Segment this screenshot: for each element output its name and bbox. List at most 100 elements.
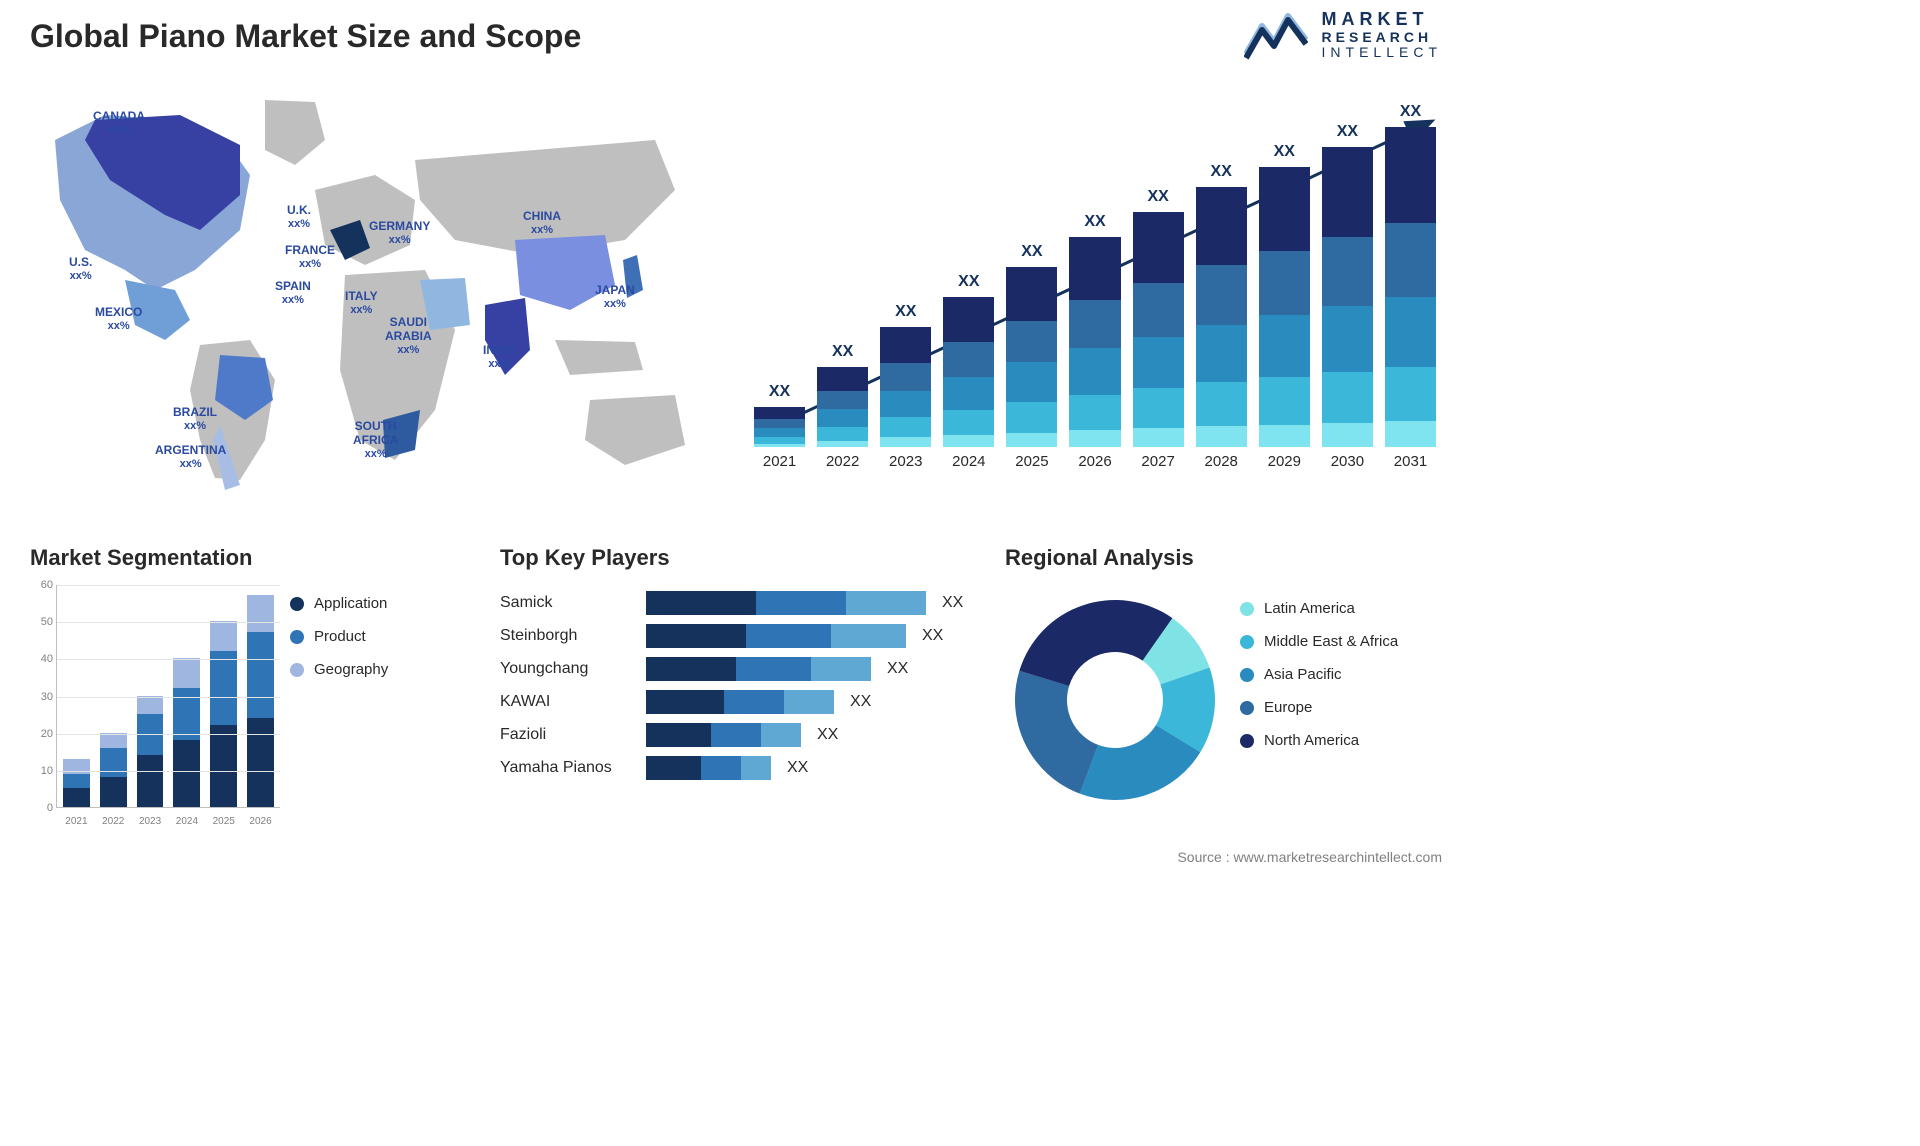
- region-legend-item: Asia Pacific: [1240, 666, 1398, 683]
- seg-xlabel: 2025: [210, 816, 237, 827]
- mainbar-seg: [1385, 127, 1436, 223]
- seg-legend-item: Product: [290, 628, 388, 645]
- mainbar-seg: [817, 409, 868, 427]
- mainbar-seg: [1133, 388, 1184, 428]
- player-name: Steinborgh: [500, 627, 630, 645]
- mainbar-seg: [1133, 337, 1184, 389]
- regional-title: Regional Analysis: [1005, 545, 1455, 571]
- seg-ytick: 50: [31, 616, 53, 628]
- mainbar-xlabel: 2024: [952, 453, 985, 470]
- player-value: XX: [942, 594, 963, 612]
- mainbar-value-label: XX: [1385, 103, 1436, 121]
- mainbar-seg: [1006, 267, 1057, 321]
- seg-legend-item: Application: [290, 595, 388, 612]
- legend-dot-icon: [290, 663, 304, 677]
- mainbar-seg: [1069, 348, 1120, 394]
- map-label-canada: CANADAxx%: [93, 110, 145, 136]
- regional-analysis-section: Regional Analysis: [1005, 545, 1455, 571]
- seg-col-2023: 2023: [137, 696, 164, 807]
- player-bar: [646, 657, 871, 681]
- mainbar-seg: [1069, 237, 1120, 300]
- legend-dot-icon: [1240, 602, 1254, 616]
- mainbar-seg: [1385, 421, 1436, 447]
- mainbar-seg: [1259, 251, 1310, 315]
- mainbar-seg: [1196, 187, 1247, 265]
- map-label-italy: ITALYxx%: [345, 290, 378, 316]
- mainbar-xlabel: 2031: [1394, 453, 1427, 470]
- map-label-south-africa: SOUTHAFRICAxx%: [353, 420, 398, 460]
- mainbar-seg: [880, 391, 931, 417]
- mainbar-xlabel: 2027: [1141, 453, 1174, 470]
- map-label-france: FRANCExx%: [285, 244, 335, 270]
- player-value: XX: [850, 693, 871, 711]
- key-players-section: Top Key Players SamickXXSteinborghXXYoun…: [500, 545, 970, 780]
- mainbar-seg: [1006, 362, 1057, 402]
- mainbar-xlabel: 2026: [1078, 453, 1111, 470]
- mainbar-xlabel: 2025: [1015, 453, 1048, 470]
- legend-label: Middle East & Africa: [1264, 633, 1398, 650]
- mainbar-value-label: XX: [754, 383, 805, 401]
- player-bar: [646, 723, 801, 747]
- seg-ytick: 20: [31, 728, 53, 740]
- mainbar-xlabel: 2030: [1331, 453, 1364, 470]
- mainbar-col-2025: XX2025: [1006, 267, 1057, 470]
- brand-line1: MARKET: [1322, 10, 1442, 30]
- player-bar: [646, 690, 834, 714]
- mainbar-seg: [754, 444, 805, 447]
- legend-dot-icon: [1240, 668, 1254, 682]
- mainbar-col-2024: XX2024: [943, 297, 994, 470]
- map-label-saudi-arabia: SAUDIARABIAxx%: [385, 316, 432, 356]
- regional-legend: Latin AmericaMiddle East & AfricaAsia Pa…: [1240, 600, 1398, 749]
- regional-donut-chart: [1005, 590, 1225, 810]
- player-row: Yamaha PianosXX: [500, 756, 970, 780]
- seg-xlabel: 2024: [173, 816, 200, 827]
- legend-label: Application: [314, 595, 387, 612]
- legend-dot-icon: [290, 630, 304, 644]
- mainbar-seg: [1006, 321, 1057, 362]
- mainbar-seg: [817, 441, 868, 447]
- mainbar-seg: [1322, 423, 1373, 447]
- legend-label: Geography: [314, 661, 388, 678]
- mainbar-seg: [943, 435, 994, 447]
- player-value: XX: [887, 660, 908, 678]
- player-name: Samick: [500, 594, 630, 612]
- legend-dot-icon: [1240, 635, 1254, 649]
- segmentation-legend: Application Product Geography: [290, 595, 388, 678]
- donut-slice: [1015, 671, 1098, 794]
- player-value: XX: [817, 726, 838, 744]
- mainbar-seg: [880, 327, 931, 363]
- market-segmentation-section: Market Segmentation 20212022202320242025…: [30, 545, 440, 830]
- seg-col-2025: 2025: [210, 621, 237, 807]
- map-label-spain: SPAINxx%: [275, 280, 311, 306]
- mainbar-seg: [1069, 430, 1120, 447]
- map-label-mexico: MEXICOxx%: [95, 306, 142, 332]
- mainbar-value-label: XX: [1196, 163, 1247, 181]
- mainbar-seg: [1322, 237, 1373, 306]
- mainbar-col-2027: XX2027: [1133, 212, 1184, 470]
- map-label-china: CHINAxx%: [523, 210, 561, 236]
- mainbar-seg: [880, 363, 931, 391]
- seg-col-2026: 2026: [247, 595, 274, 807]
- region-legend-item: Middle East & Africa: [1240, 633, 1398, 650]
- legend-label: Asia Pacific: [1264, 666, 1342, 683]
- player-row: YoungchangXX: [500, 657, 970, 681]
- mainbar-seg: [1196, 382, 1247, 426]
- legend-dot-icon: [290, 597, 304, 611]
- mainbar-xlabel: 2021: [763, 453, 796, 470]
- map-label-germany: GERMANYxx%: [369, 220, 430, 246]
- seg-xlabel: 2022: [100, 816, 127, 827]
- seg-xlabel: 2023: [137, 816, 164, 827]
- legend-dot-icon: [1240, 701, 1254, 715]
- mainbar-seg: [880, 437, 931, 447]
- key-players-title: Top Key Players: [500, 545, 970, 571]
- brand-mark-icon: [1244, 10, 1308, 60]
- mainbar-col-2023: XX2023: [880, 327, 931, 470]
- mainbar-seg: [817, 367, 868, 391]
- mainbar-value-label: XX: [1133, 188, 1184, 206]
- mainbar-seg: [1322, 372, 1373, 423]
- mainbar-col-2021: XX2021: [754, 407, 805, 470]
- market-size-chart: XX2021XX2022XX2023XX2024XX2025XX2026XX20…: [750, 100, 1440, 500]
- mainbar-seg: [1006, 433, 1057, 447]
- mainbar-seg: [754, 419, 805, 428]
- source-label: Source : www.marketresearchintellect.com: [1177, 849, 1442, 865]
